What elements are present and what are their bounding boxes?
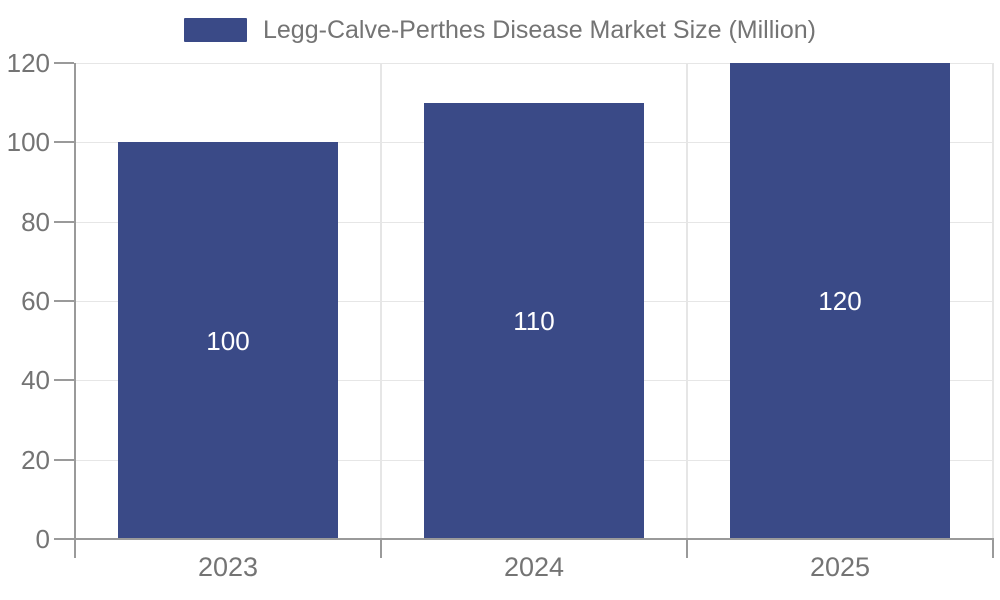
legend-swatch[interactable] [184, 18, 247, 42]
bar-value-label-2025: 120 [818, 286, 862, 316]
y-axis-tick-20 [54, 459, 74, 461]
x-tick-label-2024: 2024 [503, 552, 565, 582]
y-axis-tick-0 [54, 538, 74, 540]
gridline-y-120 [75, 63, 993, 64]
y-axis-tick-80 [54, 221, 74, 223]
gridline-x-boundary-2 [686, 63, 688, 539]
y-tick-label-120: 120 [6, 48, 50, 78]
x-axis-tick-2 [686, 540, 688, 558]
x-tick-label-2023: 2023 [197, 552, 259, 582]
y-axis-line [74, 63, 76, 540]
x-axis-line [74, 538, 994, 540]
x-axis-tick-1 [380, 540, 382, 558]
y-tick-label-80: 80 [21, 207, 50, 237]
bar-2024[interactable] [424, 103, 644, 539]
x-tick-label-2025: 2025 [809, 552, 871, 582]
y-tick-label-20: 20 [21, 445, 50, 475]
x-axis-tick-3 [992, 540, 994, 558]
y-axis-tick-100 [54, 141, 74, 143]
gridline-x-boundary-1 [380, 63, 382, 539]
y-tick-label-0: 0 [35, 524, 50, 554]
y-tick-label-60: 60 [21, 286, 50, 316]
legend-label: Legg-Calve-Perthes Disease Market Size (… [263, 15, 816, 44]
bar-value-label-2023: 100 [206, 326, 250, 356]
y-axis-tick-60 [54, 300, 74, 302]
bar-value-label-2024: 110 [513, 306, 555, 336]
gridline-x-boundary-3 [992, 63, 994, 539]
legend-item[interactable]: Legg-Calve-Perthes Disease Market Size (… [0, 15, 1000, 45]
x-axis-tick-0 [74, 540, 76, 558]
y-axis-tick-40 [54, 379, 74, 381]
bar-2023[interactable] [118, 142, 338, 539]
bar-2025[interactable] [730, 63, 950, 539]
y-tick-label-40: 40 [21, 365, 50, 395]
y-axis-tick-120 [54, 62, 74, 64]
y-tick-label-100: 100 [6, 127, 50, 157]
